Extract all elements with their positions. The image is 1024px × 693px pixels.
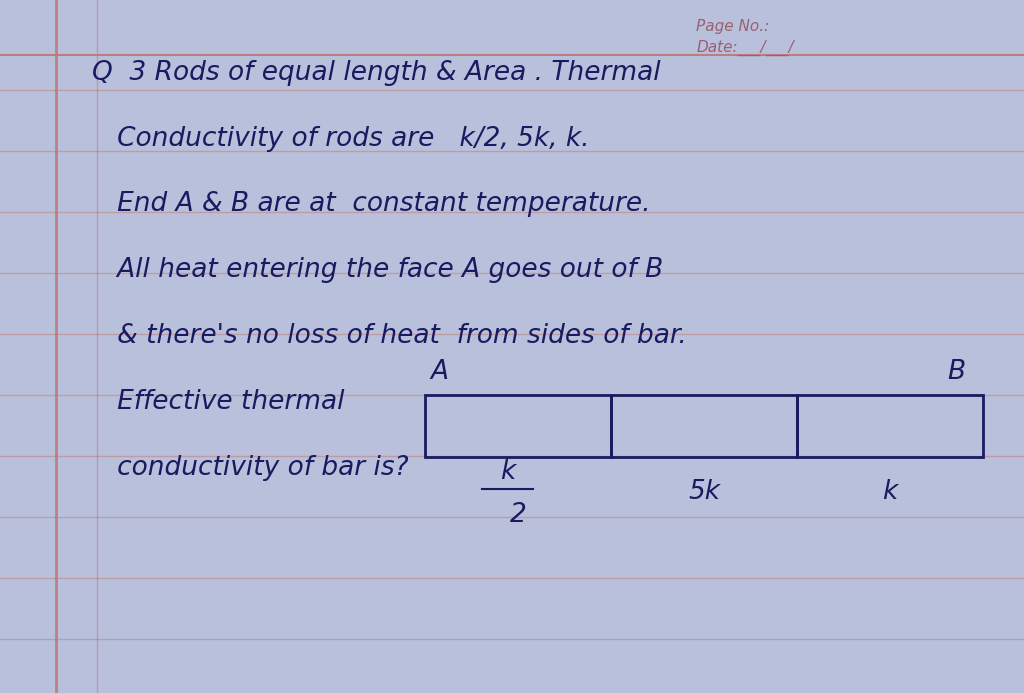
Bar — [797, 395, 983, 457]
Text: Conductivity of rods are   k/2, 5k, k.: Conductivity of rods are k/2, 5k, k. — [92, 125, 590, 152]
Text: Page No.:: Page No.: — [696, 19, 770, 34]
Text: B: B — [947, 358, 966, 385]
Bar — [611, 395, 797, 457]
Text: Date:___/___/: Date:___/___/ — [696, 40, 794, 56]
Text: k: k — [883, 479, 898, 505]
Text: 2: 2 — [510, 502, 526, 529]
Text: All heat entering the face A goes out of B: All heat entering the face A goes out of… — [92, 257, 664, 283]
Text: k: k — [500, 459, 515, 485]
Text: 5k: 5k — [688, 479, 720, 505]
Text: & there's no loss of heat  from sides of bar.: & there's no loss of heat from sides of … — [92, 323, 687, 349]
Text: A: A — [430, 358, 449, 385]
Text: End A & B are at  constant temperature.: End A & B are at constant temperature. — [92, 191, 650, 218]
Text: Effective thermal: Effective thermal — [92, 389, 345, 415]
Text: conductivity of bar is?: conductivity of bar is? — [92, 455, 409, 481]
Text: Q  3 Rods of equal length & Area . Thermal: Q 3 Rods of equal length & Area . Therma… — [92, 60, 660, 86]
Bar — [425, 395, 611, 457]
